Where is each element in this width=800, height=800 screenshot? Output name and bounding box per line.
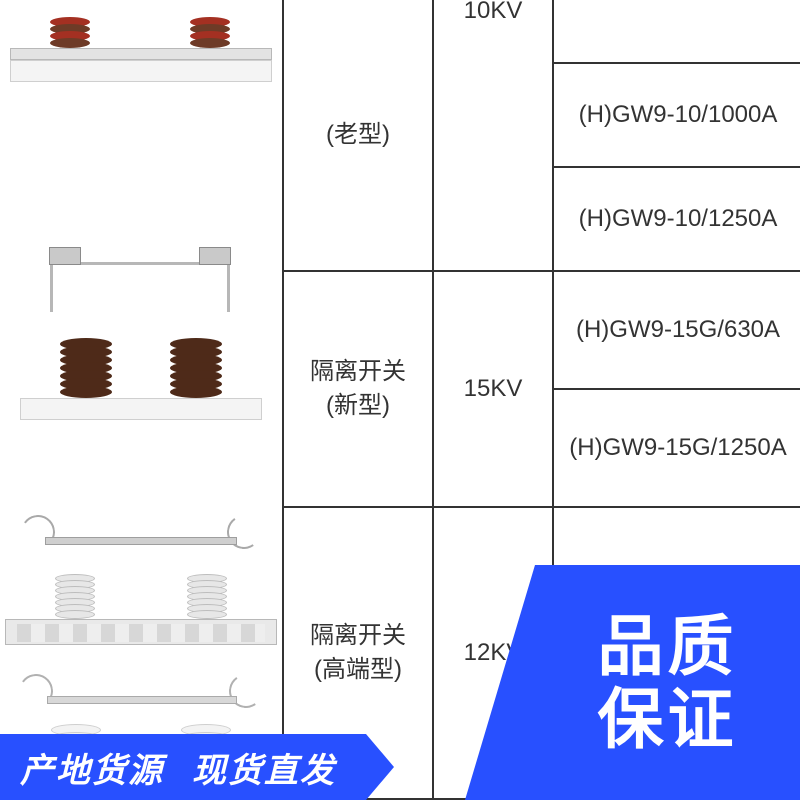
product-image-3 [5, 475, 277, 645]
voltage-label: 10KV [464, 0, 523, 28]
type-cell-new: 隔离开关 (新型) [284, 272, 434, 508]
banner-source: 产地货源 现货直发 [0, 734, 366, 800]
banner-source-text: 产地货源 [20, 743, 164, 792]
voltage-label: 15KV [464, 372, 523, 406]
model-cell: (H)GW9-15G/630A [554, 272, 800, 390]
voltage-cell-10kv: 10KV [434, 0, 554, 272]
model-cell-partial [554, 0, 800, 64]
product-image-2 [20, 240, 262, 420]
banner-middle-text: 现货直发 [192, 743, 336, 792]
type-label: 隔离开关 (高端型) [310, 619, 406, 686]
model-label: (H)GW9-15G/1250A [569, 431, 786, 465]
banner-quality-line1: 品质 [598, 610, 738, 683]
model-cell: (H)GW9-10/1250A [554, 168, 800, 272]
product-image-1 [10, 0, 272, 82]
model-label: (H)GW9-10/1250A [579, 202, 778, 236]
model-cell: (H)GW9-10/1000A [554, 64, 800, 168]
model-label: (H)GW9-15G/630A [576, 313, 780, 347]
banner-quality: 品质 保证 [535, 565, 800, 800]
model-label: (H)GW9-10/1000A [579, 98, 778, 132]
type-label: 隔离开关 (新型) [310, 355, 406, 422]
type-cell-old: (老型) [284, 0, 434, 272]
model-cell: (H)GW9-15G/1250A [554, 390, 800, 508]
product-image-column [0, 0, 282, 800]
banner-quality-line2: 保证 [598, 683, 738, 756]
type-label: (老型) [326, 118, 390, 152]
voltage-cell-15kv: 15KV [434, 272, 554, 508]
